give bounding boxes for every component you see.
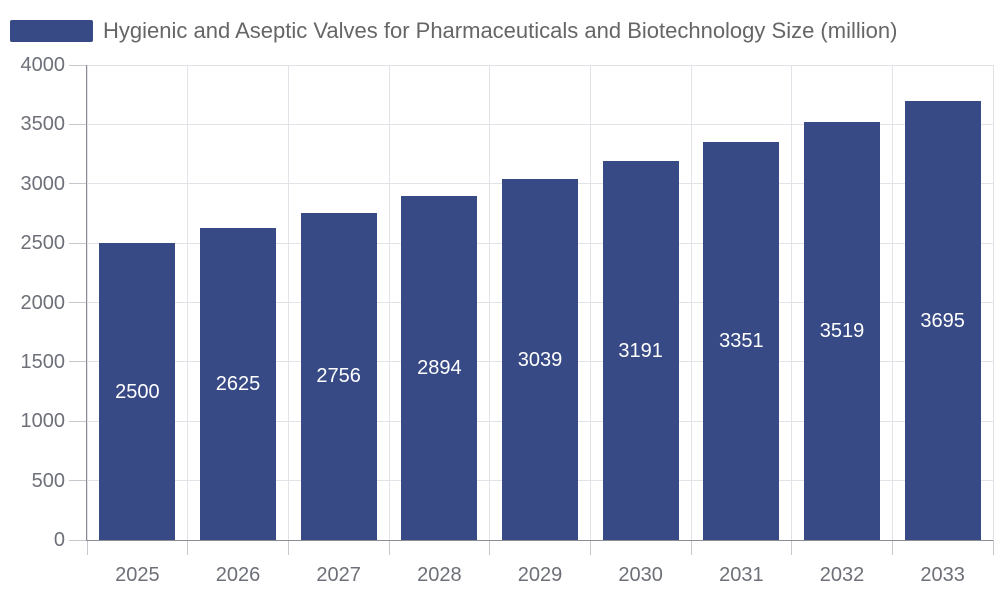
x-axis-tick-label: 2030 bbox=[618, 564, 663, 586]
x-axis-tick bbox=[891, 540, 893, 555]
bar-value-label: 3039 bbox=[517, 348, 563, 371]
gridline-vertical bbox=[86, 65, 88, 540]
x-axis-tick bbox=[187, 540, 189, 555]
x-axis-tick bbox=[287, 540, 289, 555]
y-axis-tick-label: 2500 bbox=[20, 232, 66, 255]
gridline-vertical bbox=[589, 65, 591, 540]
x-axis-tick bbox=[489, 540, 491, 555]
y-axis-tick-label: 3500 bbox=[20, 113, 66, 136]
bar bbox=[804, 122, 880, 540]
legend-label: Hygienic and Aseptic Valves for Pharmace… bbox=[103, 18, 898, 43]
x-axis-tick-label: 2029 bbox=[517, 564, 563, 586]
y-axis-tick-label: 500 bbox=[31, 469, 65, 492]
x-axis-tick bbox=[589, 540, 591, 555]
bar bbox=[200, 228, 276, 540]
x-axis-tick-label: 2028 bbox=[417, 564, 462, 586]
x-axis-tick-label: 2032 bbox=[819, 564, 865, 586]
gridline-vertical bbox=[187, 65, 189, 540]
bar-value-label: 2894 bbox=[417, 357, 462, 380]
bar bbox=[703, 142, 780, 540]
y-axis-tick bbox=[69, 361, 87, 363]
y-axis-tick bbox=[69, 420, 87, 422]
bar bbox=[602, 161, 679, 540]
gridline-vertical bbox=[388, 65, 390, 540]
bar-value-label: 2625 bbox=[215, 373, 261, 396]
gridline-vertical bbox=[791, 65, 793, 540]
x-axis-tick bbox=[791, 540, 793, 555]
gridline-horizontal bbox=[87, 64, 993, 66]
y-axis-tick-label: 1500 bbox=[20, 350, 66, 373]
bar bbox=[99, 243, 176, 540]
y-axis-line bbox=[86, 65, 87, 541]
legend-item[interactable]: Hygienic and Aseptic Valves for Pharmace… bbox=[10, 18, 897, 44]
x-axis-tick-label: 2033 bbox=[920, 564, 965, 586]
x-axis-tick-label: 2027 bbox=[316, 564, 361, 586]
y-axis-tick-label: 1000 bbox=[20, 410, 66, 433]
y-axis-tick-label: 4000 bbox=[20, 54, 66, 76]
bar-value-label: 3519 bbox=[819, 320, 865, 343]
bar-value-label: 3695 bbox=[920, 309, 965, 332]
bar-value-label: 2500 bbox=[115, 380, 160, 403]
bar-value-label: 3191 bbox=[618, 339, 663, 362]
y-axis-tick-label: 0 bbox=[53, 529, 65, 551]
x-axis-tick-label: 2026 bbox=[215, 564, 261, 586]
gridline-vertical bbox=[891, 65, 893, 540]
x-axis-tick-label: 2031 bbox=[719, 564, 764, 586]
legend-swatch bbox=[10, 20, 93, 42]
y-axis-tick bbox=[69, 302, 87, 303]
y-axis-tick bbox=[69, 539, 87, 541]
gridline-vertical bbox=[489, 65, 491, 540]
bar-value-label: 2756 bbox=[316, 365, 361, 388]
bar bbox=[401, 196, 478, 540]
x-axis-tick bbox=[992, 540, 994, 555]
gridline-vertical bbox=[690, 65, 692, 540]
y-axis-tick bbox=[69, 123, 87, 125]
x-axis-tick bbox=[388, 540, 390, 555]
x-axis-tick bbox=[86, 540, 88, 555]
bar bbox=[300, 212, 377, 540]
gridline-horizontal bbox=[87, 123, 993, 125]
x-axis-line bbox=[86, 540, 993, 541]
gridline-vertical bbox=[992, 65, 994, 540]
bar bbox=[502, 179, 578, 540]
y-axis-tick bbox=[69, 242, 87, 244]
x-axis-tick bbox=[690, 540, 692, 555]
gridline-vertical bbox=[287, 65, 289, 540]
bar bbox=[904, 101, 981, 540]
y-axis-tick bbox=[69, 480, 87, 482]
y-axis-tick bbox=[69, 183, 87, 185]
y-axis-tick-label: 2000 bbox=[20, 291, 66, 314]
y-axis-tick bbox=[69, 64, 87, 66]
x-axis-tick-label: 2025 bbox=[115, 564, 160, 586]
bar-value-label: 3351 bbox=[719, 330, 764, 353]
y-axis-tick-label: 3000 bbox=[20, 172, 66, 195]
